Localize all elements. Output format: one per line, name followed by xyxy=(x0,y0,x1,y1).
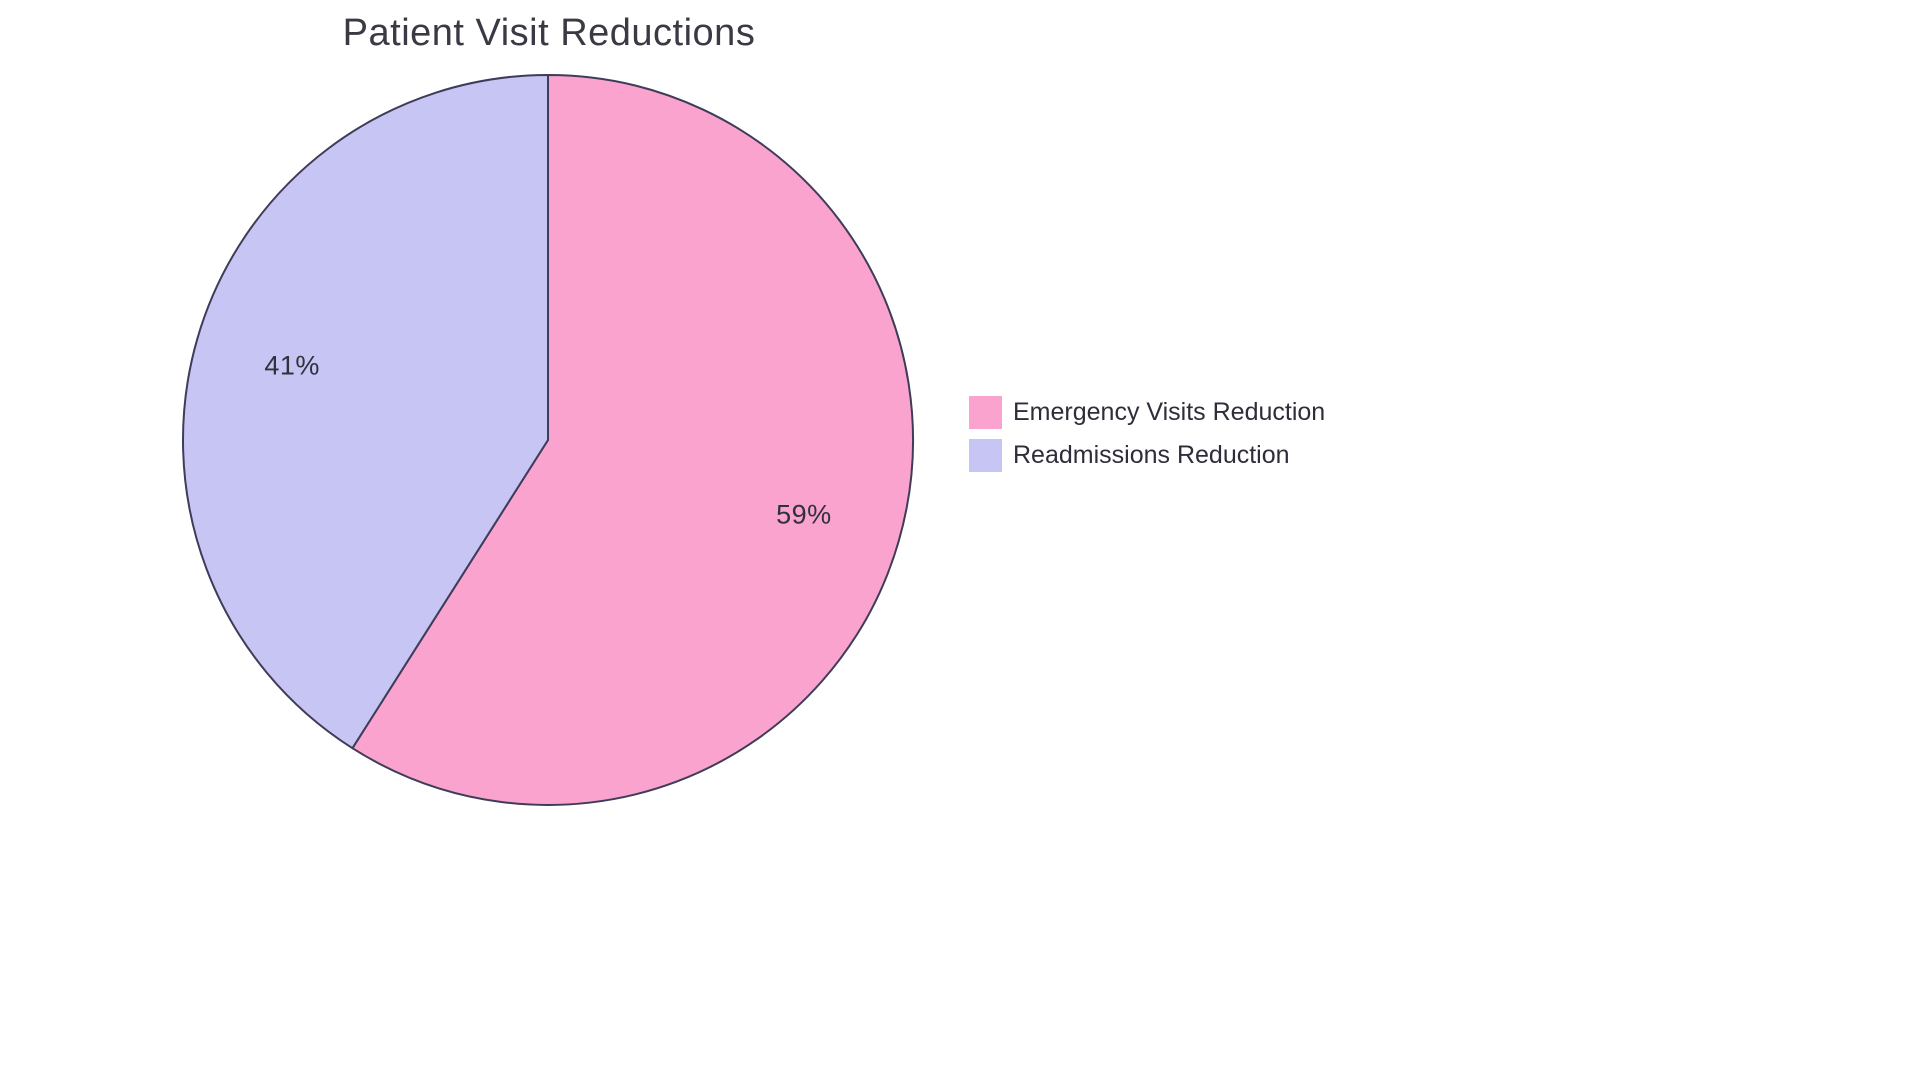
chart-title: Patient Visit Reductions xyxy=(342,12,756,54)
legend-label: Emergency Visits Reduction xyxy=(1013,398,1326,426)
legend-item: Readmissions Reduction xyxy=(969,439,1325,472)
slice-percent-label: 59% xyxy=(776,499,832,529)
pie-slice-1 xyxy=(351,74,914,806)
legend-item: Emergency Visits Reduction xyxy=(969,396,1325,429)
legend: Emergency Visits Reduction Readmissions R… xyxy=(969,396,1325,472)
legend-label: Readmissions Reduction xyxy=(1013,441,1290,469)
pie-slice-2 xyxy=(182,74,549,750)
legend-swatch xyxy=(969,439,1002,472)
slice-percent-label: 41% xyxy=(264,351,320,381)
legend-swatch xyxy=(969,396,1002,429)
